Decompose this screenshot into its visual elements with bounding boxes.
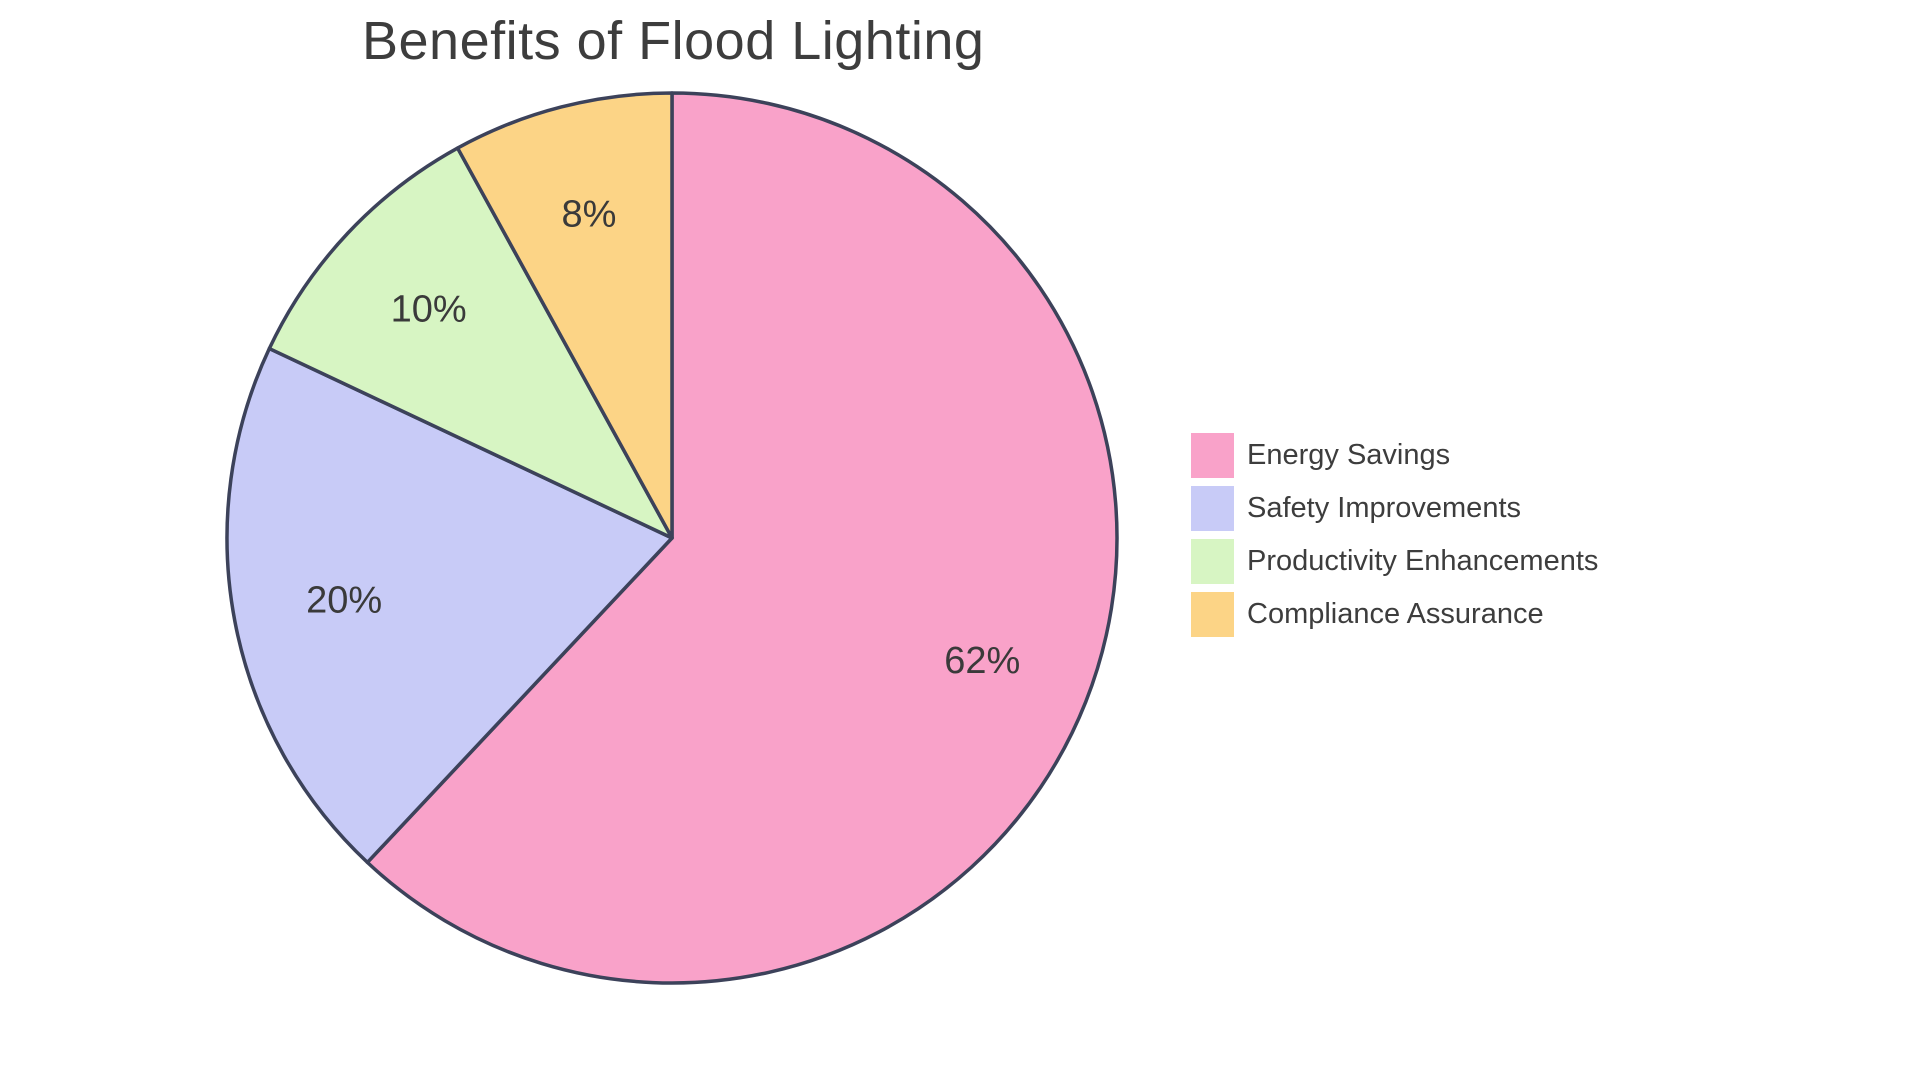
legend-item-productivity-enhancements: Productivity Enhancements — [1191, 539, 1598, 584]
pie-slice-safety-improvements — [225, 346, 674, 865]
legend-swatch-productivity-enhancements — [1191, 539, 1234, 584]
pie-slice-energy-savings — [365, 91, 1119, 985]
legend-item-compliance-assurance: Compliance Assurance — [1191, 592, 1598, 637]
pie-slice-label-productivity-enhancements: 10% — [391, 289, 467, 331]
legend-label: Energy Savings — [1247, 439, 1451, 471]
pie-slice-compliance-assurance — [455, 91, 674, 540]
pie-slice-label-compliance-assurance: 8% — [562, 194, 617, 236]
legend-swatch-compliance-assurance — [1191, 592, 1234, 637]
legend-swatch-energy-savings — [1191, 433, 1234, 478]
legend: Energy Savings Safety Improvements Product… — [1191, 433, 1598, 645]
legend-item-safety-improvements: Safety Improvements — [1191, 486, 1598, 531]
pie-slice-label-safety-improvements: 20% — [306, 580, 382, 622]
pie-slice-productivity-enhancements — [267, 146, 674, 540]
legend-label: Productivity Enhancements — [1247, 545, 1599, 577]
legend-label: Safety Improvements — [1247, 492, 1521, 524]
legend-label: Compliance Assurance — [1247, 598, 1544, 630]
pie-slice-label-energy-savings: 62% — [944, 640, 1020, 682]
chart-title: Benefits of Flood Lighting — [362, 11, 985, 71]
legend-swatch-safety-improvements — [1191, 486, 1234, 531]
legend-item-energy-savings: Energy Savings — [1191, 433, 1598, 478]
